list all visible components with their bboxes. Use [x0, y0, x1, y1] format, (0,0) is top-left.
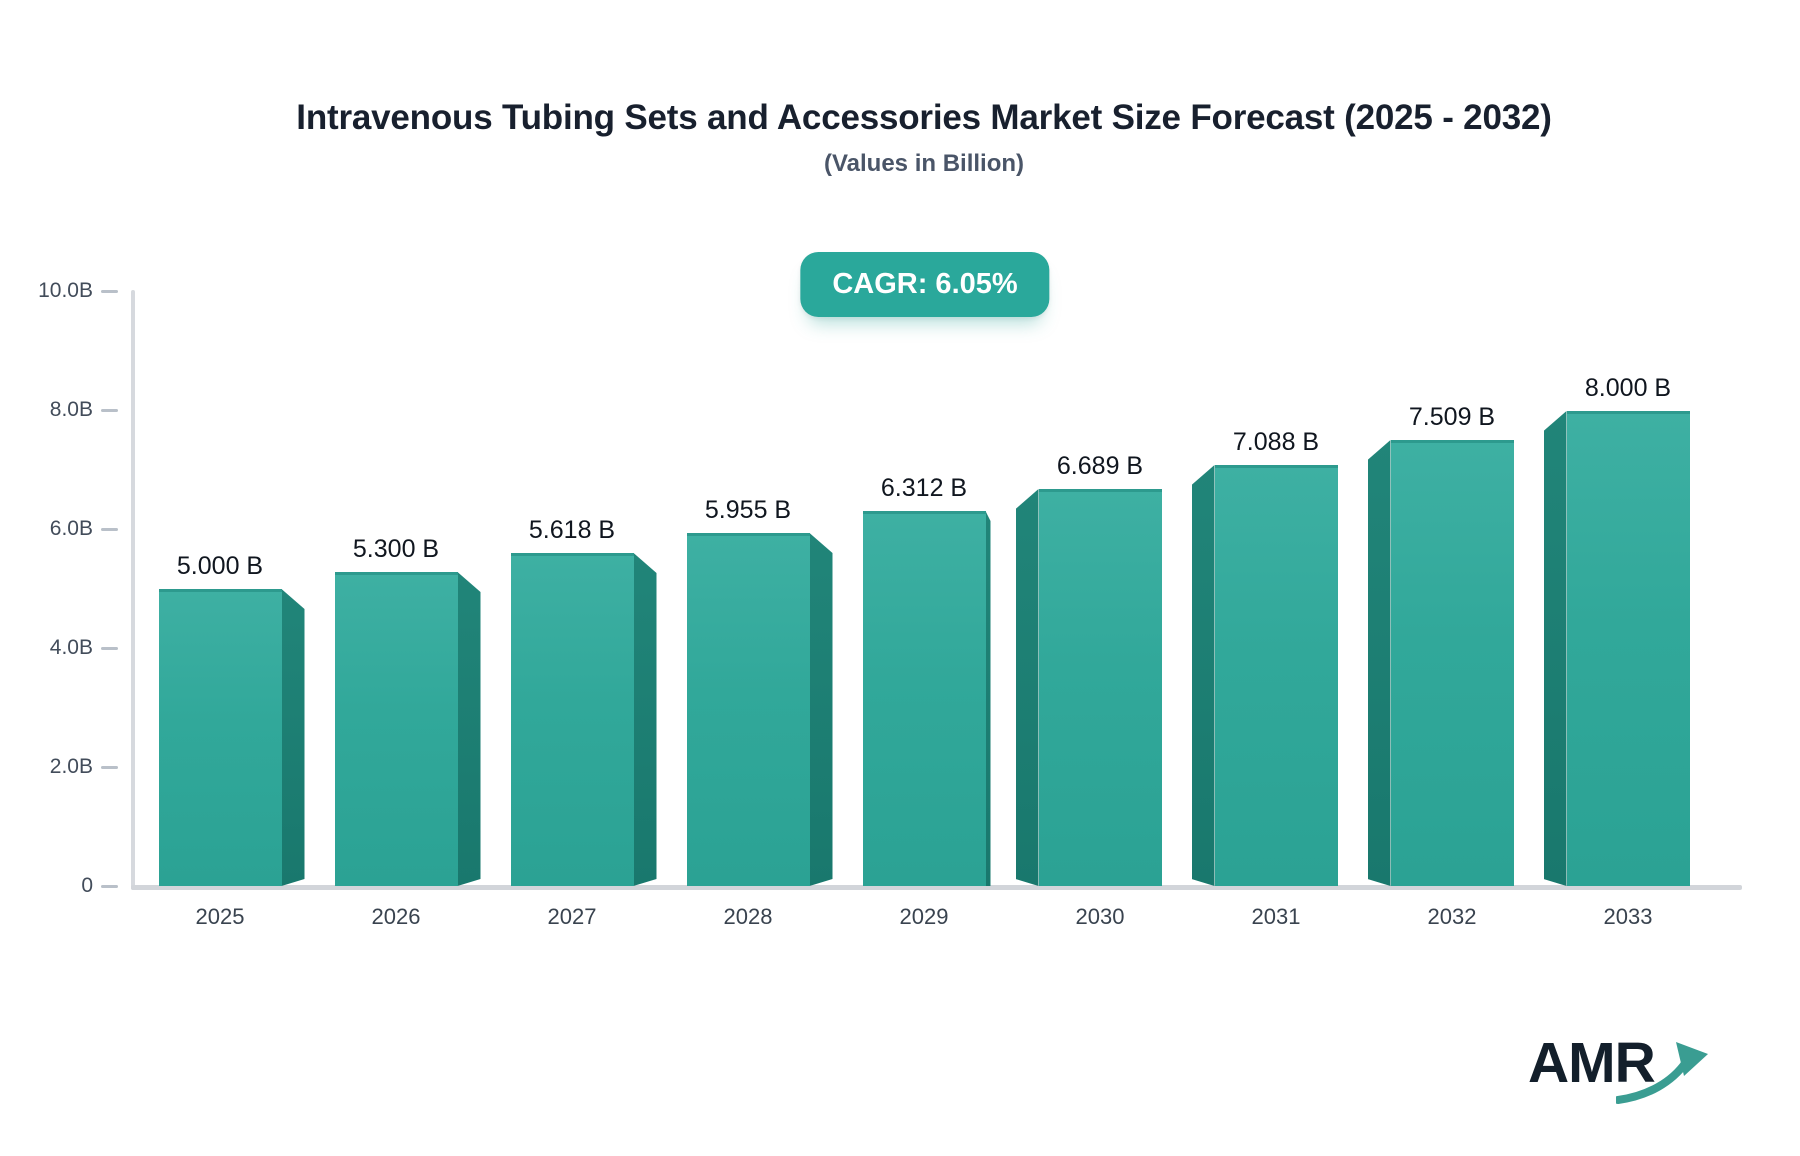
bar-value-label: 5.955 B: [704, 496, 792, 524]
y-tick-mark: [101, 766, 118, 769]
bar-side-2033: [1544, 411, 1567, 886]
bar-value-label: 6.689 B: [1056, 452, 1144, 480]
bar-face-2033: [1566, 411, 1690, 886]
bar-face-2032: [1390, 440, 1514, 886]
bar-face-2025: [158, 589, 282, 886]
bar-value-label: 7.088 B: [1232, 428, 1320, 456]
bar-side-2025: [282, 589, 305, 886]
bar-side-2031: [1192, 465, 1215, 886]
x-axis-label-2030: 2030: [1075, 904, 1125, 929]
x-axis-label-2029: 2029: [899, 904, 949, 929]
bar-value-label: 5.300 B: [352, 535, 440, 563]
bar-side-2028: [810, 533, 833, 886]
x-axis-label-2028: 2028: [723, 904, 773, 929]
bar-side-2026: [458, 572, 481, 886]
y-axis-line: [131, 290, 135, 890]
bar-face-2027: [510, 553, 634, 886]
bar-side-2029: [985, 511, 991, 886]
bar-side-2032: [1368, 440, 1391, 886]
x-axis-label-2027: 2027: [547, 904, 597, 929]
bar-value-label: 6.312 B: [880, 474, 968, 502]
bar-face-2029: [862, 511, 986, 886]
cagr-badge: CAGR: 6.05%: [800, 252, 1050, 317]
y-tick-mark: [101, 528, 118, 531]
growth-arrow-icon: [1616, 1042, 1708, 1104]
bar-face-2030: [1038, 489, 1162, 886]
y-tick-mark: [101, 885, 118, 888]
y-tick-label: 8.0B: [49, 398, 93, 421]
x-axis-baseline: [131, 885, 1742, 890]
bar-value-label: 8.000 B: [1584, 374, 1672, 402]
x-axis-label-2026: 2026: [371, 904, 421, 929]
y-tick-mark: [101, 409, 118, 412]
x-axis-label-2033: 2033: [1603, 904, 1653, 929]
y-tick-label: 6.0B: [49, 517, 93, 540]
chart-subtitle: (Values in Billion): [823, 150, 1025, 177]
bar-face-2026: [334, 572, 458, 886]
x-axis-label-2025: 2025: [195, 904, 245, 929]
bar-face-2028: [686, 533, 810, 886]
y-tick-mark: [101, 647, 118, 650]
bar-value-label: 7.509 B: [1408, 403, 1496, 431]
amr-logo-text: AMR: [1528, 1031, 1656, 1095]
bar-side-2027: [634, 553, 657, 886]
x-axis-label-2032: 2032: [1427, 904, 1477, 929]
bar-value-label: 5.000 B: [176, 552, 264, 580]
y-tick-mark: [101, 290, 118, 293]
y-tick-label: 2.0B: [49, 755, 93, 778]
chart-header: Intravenous Tubing Sets and Accessories …: [48, 0, 1800, 178]
bar-value-label: 5.618 B: [528, 516, 616, 544]
amr-logo: AMR: [1528, 1030, 1728, 1110]
cagr-badge-label: CAGR: 6.05%: [832, 268, 1018, 300]
bar-side-2030: [1016, 489, 1039, 886]
bar-face-2031: [1214, 465, 1338, 886]
y-tick-label: 0: [81, 874, 93, 897]
y-tick-label: 4.0B: [49, 636, 93, 659]
y-tick-label: 10.0B: [38, 279, 93, 302]
chart-title: Intravenous Tubing Sets and Accessories …: [296, 98, 1552, 137]
x-axis-label-2031: 2031: [1251, 904, 1301, 929]
